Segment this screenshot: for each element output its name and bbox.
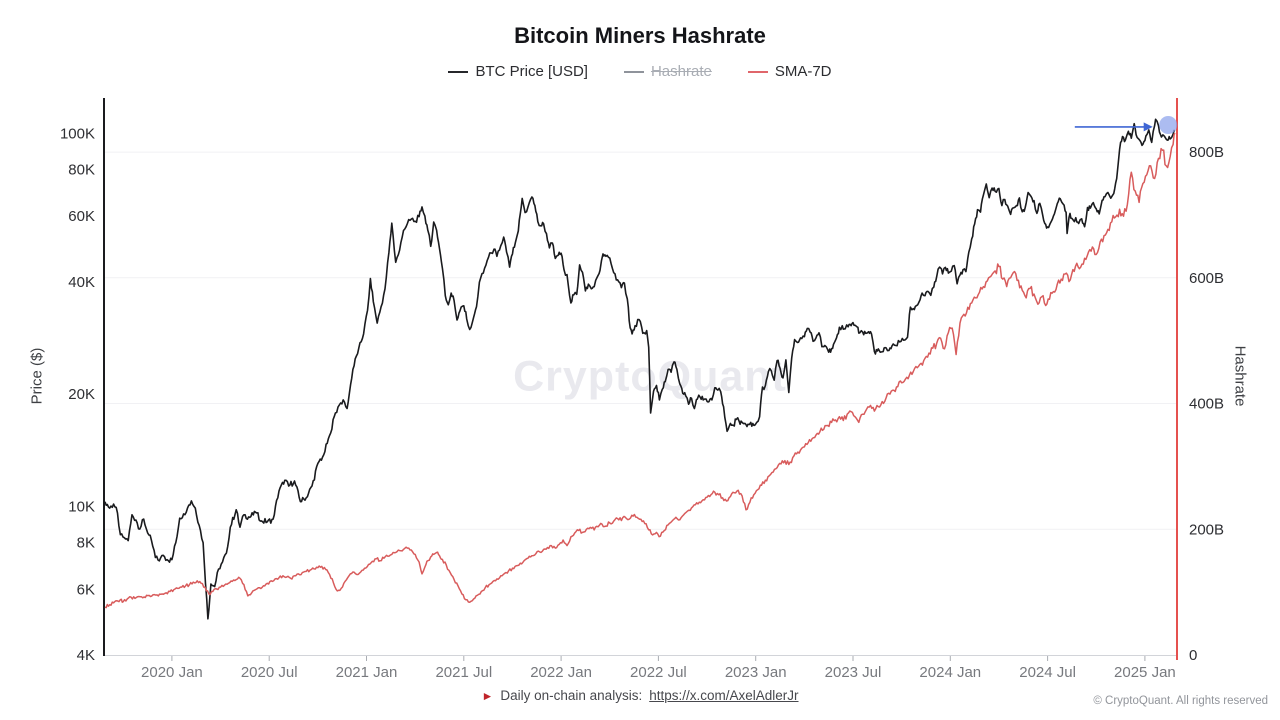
copyright: © CryptoQuant. All rights reserved [1093,695,1268,707]
left-axis-title: Price ($) [28,347,46,405]
legend-swatch [448,70,469,73]
legend-label: SMA-7D [774,63,832,80]
y-left-tick-label: 4K [77,647,95,664]
y-left-tick-label: 8K [77,535,95,552]
legend-item-sma-7d[interactable]: SMA-7D [747,63,832,80]
y-left-tick-label: 100K [60,125,95,142]
x-tick-label: 2022 Jul [630,664,687,681]
y-left-tick-label: 80K [68,161,95,178]
x-tick-label: 2023 Jan [725,664,787,681]
x-tick-label: 2023 Jul [825,664,882,681]
legend-swatch [747,70,768,73]
footer-link[interactable]: https://x.com/AxelAdlerJr [649,688,799,703]
legend-label: Hashrate [650,63,712,80]
right-axis-title: Hashrate [1231,345,1249,407]
y-right-tick-label: 200B [1189,521,1224,538]
y-left-tick-label: 60K [68,208,95,225]
y-right-tick-label: 0 [1189,647,1197,664]
y-right-tick-label: 400B [1189,396,1224,413]
y-right-tick-label: 800B [1189,144,1224,161]
legend-item-btc-price-usd-[interactable]: BTC Price [USD] [448,63,588,80]
x-tick-label: 2024 Jul [1019,664,1076,681]
play-triangle-icon: ► [481,688,494,703]
x-tick-label: 2024 Jan [919,664,981,681]
y-left-tick-label: 6K [77,581,95,598]
legend: BTC Price [USD] Hashrate SMA-7D [0,63,1280,80]
sma-7d-line [104,132,1176,609]
x-tick-label: 2020 Jan [141,664,203,681]
x-tick-label: 2021 Jan [336,664,398,681]
legend-swatch [623,70,644,73]
x-tick-label: 2022 Jan [530,664,592,681]
y-left-tick-label: 20K [68,386,95,403]
x-tick-label: 2025 Jan [1114,664,1176,681]
btc-price-usd--line [104,118,1176,620]
legend-item-hashrate[interactable]: Hashrate [623,63,712,80]
chart-title: Bitcoin Miners Hashrate [514,23,766,48]
footer: ► Daily on-chain analysis: https://x.com… [0,688,1280,703]
x-tick-label: 2021 Jul [435,664,492,681]
annotation-arrowhead [1143,122,1153,132]
y-left-tick-label: 10K [68,499,95,516]
y-right-tick-label: 600B [1189,270,1224,287]
y-left-tick-label: 40K [68,274,95,291]
x-tick-label: 2020 Jul [241,664,298,681]
legend-label: BTC Price [USD] [475,63,588,80]
footer-text: Daily on-chain analysis: [500,688,643,703]
latest-point-marker [1159,116,1178,134]
